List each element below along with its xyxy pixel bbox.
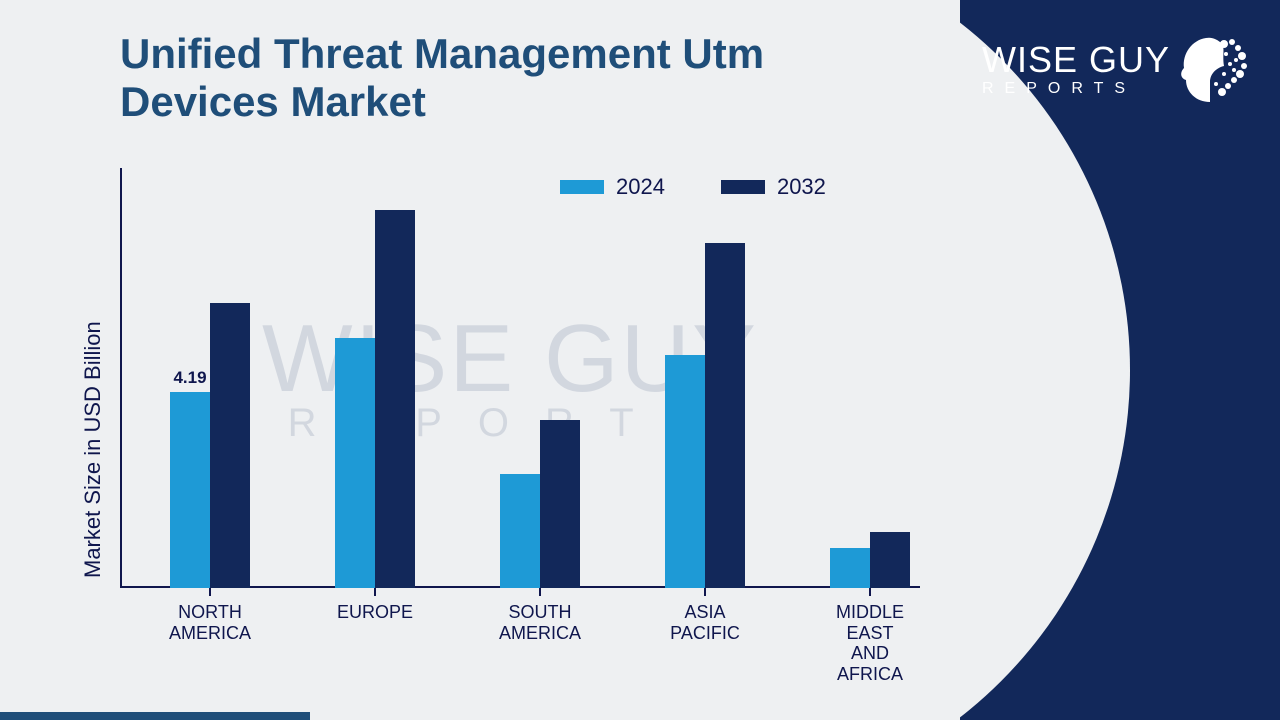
category-label: SOUTHAMERICA xyxy=(485,602,595,643)
logo: WISE GUY REPORTS xyxy=(982,34,1252,106)
chart-region: WISE GUY REPORTS Market Size in USD Bill… xyxy=(100,168,920,588)
bar-value-label: 4.19 xyxy=(173,368,206,388)
bar xyxy=(665,355,705,588)
bar xyxy=(830,548,870,588)
category-label: ASIAPACIFIC xyxy=(650,602,760,643)
footer-bar xyxy=(0,712,310,720)
bar xyxy=(170,392,210,588)
x-tick xyxy=(209,588,211,596)
y-axis-label: Market Size in USD Billion xyxy=(80,321,106,578)
x-tick xyxy=(869,588,871,596)
sidebar-svg xyxy=(960,0,1280,720)
bar xyxy=(870,532,910,588)
head-dots-icon xyxy=(1176,34,1248,106)
sidebar xyxy=(960,0,1280,720)
bar xyxy=(500,474,540,588)
bar xyxy=(210,303,250,588)
x-tick xyxy=(374,588,376,596)
canvas: WISE GUY REPORTS Unified Threat Manageme… xyxy=(0,0,1280,720)
bar xyxy=(705,243,745,588)
bars-area: 4.19 xyxy=(120,168,920,588)
category-label: MIDDLEEASTANDAFRICA xyxy=(815,602,925,685)
x-tick xyxy=(704,588,706,596)
logo-text: WISE GUY REPORTS xyxy=(982,42,1170,98)
chart-title: Unified Threat Management Utm Devices Ma… xyxy=(120,30,880,127)
logo-main-text: WISE GUY xyxy=(982,42,1170,78)
category-label: EUROPE xyxy=(320,602,430,623)
x-tick xyxy=(539,588,541,596)
bar xyxy=(375,210,415,588)
bar xyxy=(540,420,580,588)
logo-sub-text: REPORTS xyxy=(982,80,1170,98)
category-label: NORTHAMERICA xyxy=(155,602,265,643)
bar xyxy=(335,338,375,588)
y-axis-line xyxy=(120,168,122,588)
